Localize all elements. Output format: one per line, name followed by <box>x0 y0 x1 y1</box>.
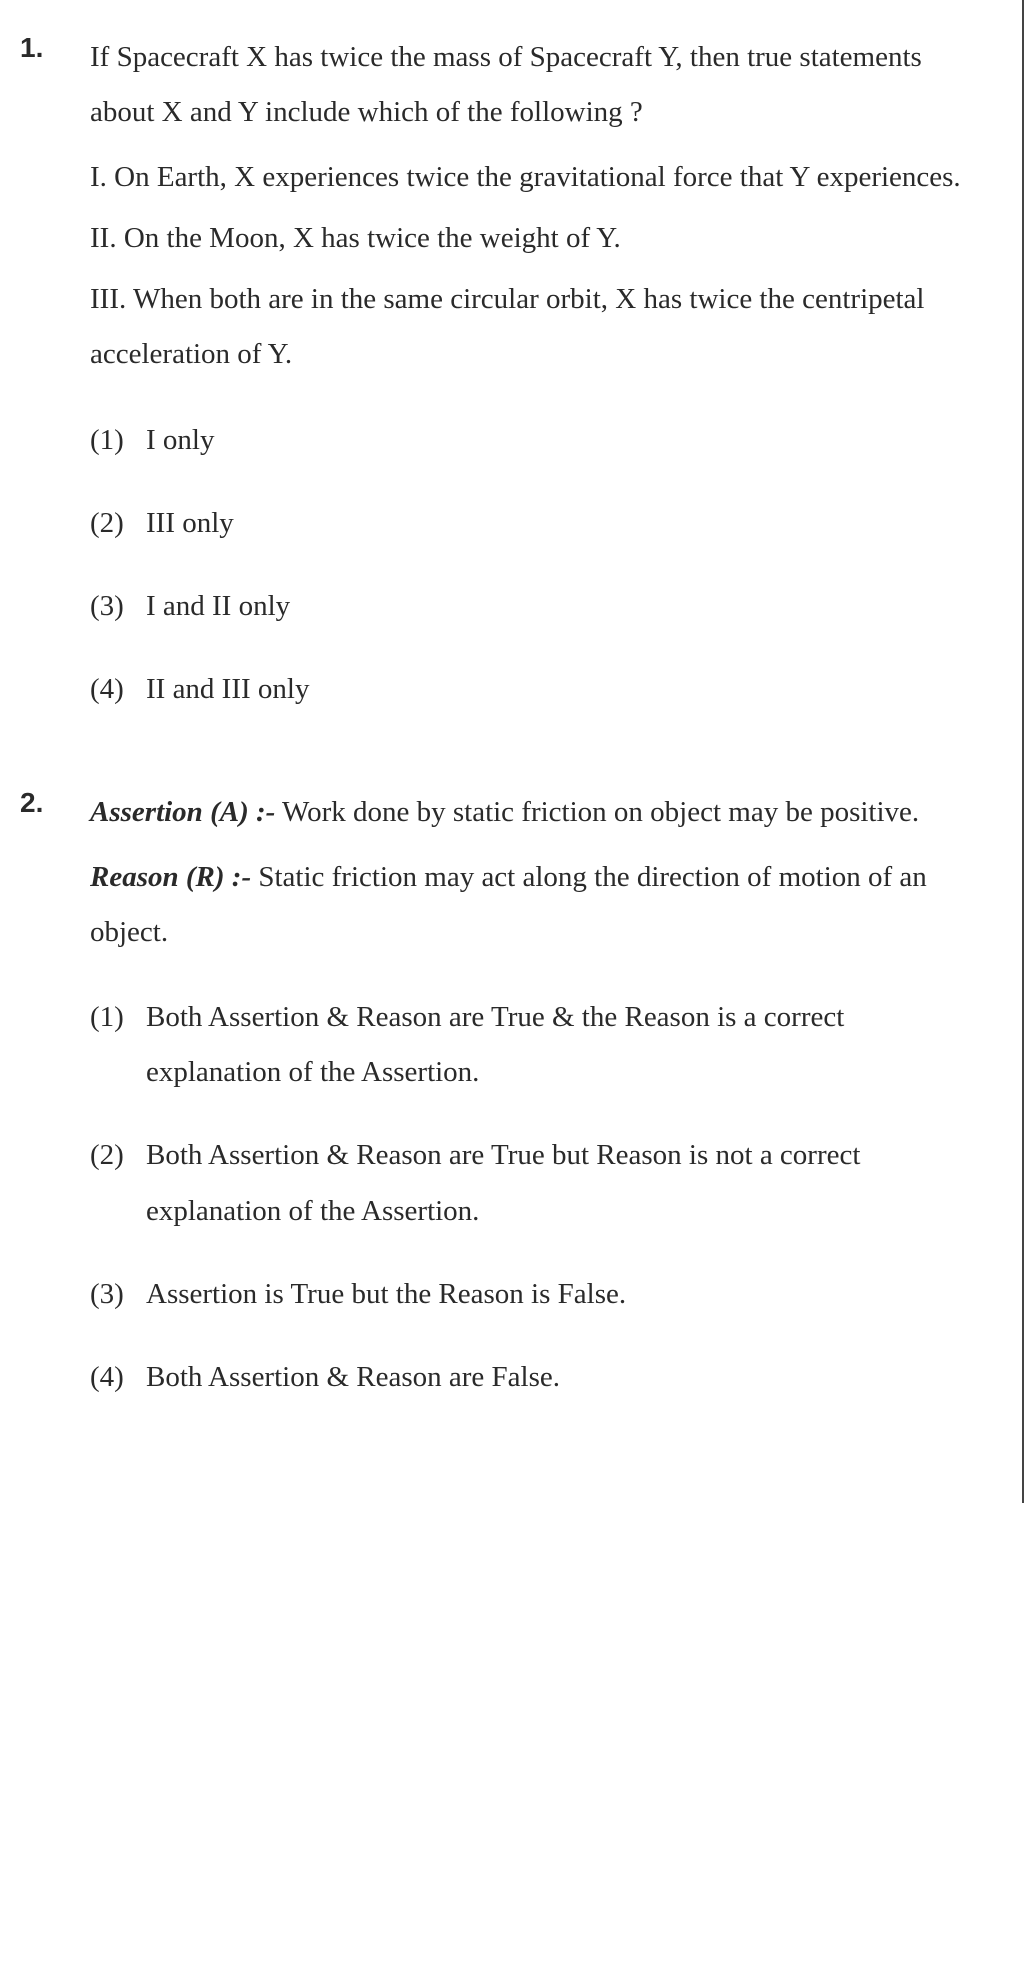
assertion-text: Work done by static friction on object m… <box>275 796 919 828</box>
options-list: (1) Both Assertion & Reason are True & t… <box>90 990 972 1405</box>
option-label: (1) <box>90 990 146 1100</box>
option-label: (2) <box>90 496 146 551</box>
roman-statement: III. When both are in the same circular … <box>90 272 972 382</box>
question-number: 1. <box>20 30 90 64</box>
options-list: (1) I only (2) III only (3) I and II onl… <box>90 413 972 717</box>
option-text: I and II only <box>146 579 972 634</box>
option-text: Both Assertion & Reason are True but Rea… <box>146 1128 972 1238</box>
question-number: 2. <box>20 785 90 819</box>
option-label: (4) <box>90 662 146 717</box>
option-label: (2) <box>90 1128 146 1238</box>
option-label: (3) <box>90 1267 146 1322</box>
option-text: Assertion is True but the Reason is Fals… <box>146 1267 972 1322</box>
question-2: 2. Assertion (A) :- Work done by static … <box>20 785 972 1433</box>
option-text: Both Assertion & Reason are True & the R… <box>146 990 972 1100</box>
option-text: Both Assertion & Reason are False. <box>146 1350 972 1405</box>
roman-statement: II. On the Moon, X has twice the weight … <box>90 211 972 266</box>
option-item: (1) I only <box>90 413 972 468</box>
option-item: (4) II and III only <box>90 662 972 717</box>
option-item: (1) Both Assertion & Reason are True & t… <box>90 990 972 1100</box>
reason-block: Reason (R) :- Static friction may act al… <box>90 850 972 960</box>
option-label: (3) <box>90 579 146 634</box>
question-1: 1. If Spacecraft X has twice the mass of… <box>20 30 972 745</box>
question-row: 1. If Spacecraft X has twice the mass of… <box>20 30 972 745</box>
option-text: II and III only <box>146 662 972 717</box>
reason-label: Reason (R) :- <box>90 861 251 893</box>
question-row: 2. Assertion (A) :- Work done by static … <box>20 785 972 1433</box>
question-body: If Spacecraft X has twice the mass of Sp… <box>90 30 972 745</box>
question-stem: If Spacecraft X has twice the mass of Sp… <box>90 30 972 140</box>
option-label: (4) <box>90 1350 146 1405</box>
option-item: (4) Both Assertion & Reason are False. <box>90 1350 972 1405</box>
option-text: III only <box>146 496 972 551</box>
assertion-label: Assertion (A) :- <box>90 796 275 828</box>
option-label: (1) <box>90 413 146 468</box>
option-text: I only <box>146 413 972 468</box>
option-item: (2) Both Assertion & Reason are True but… <box>90 1128 972 1238</box>
option-item: (2) III only <box>90 496 972 551</box>
question-body: Assertion (A) :- Work done by static fri… <box>90 785 972 1433</box>
option-item: (3) Assertion is True but the Reason is … <box>90 1267 972 1322</box>
roman-statement: I. On Earth, X experiences twice the gra… <box>90 150 972 205</box>
assertion-block: Assertion (A) :- Work done by static fri… <box>90 785 972 840</box>
option-item: (3) I and II only <box>90 579 972 634</box>
